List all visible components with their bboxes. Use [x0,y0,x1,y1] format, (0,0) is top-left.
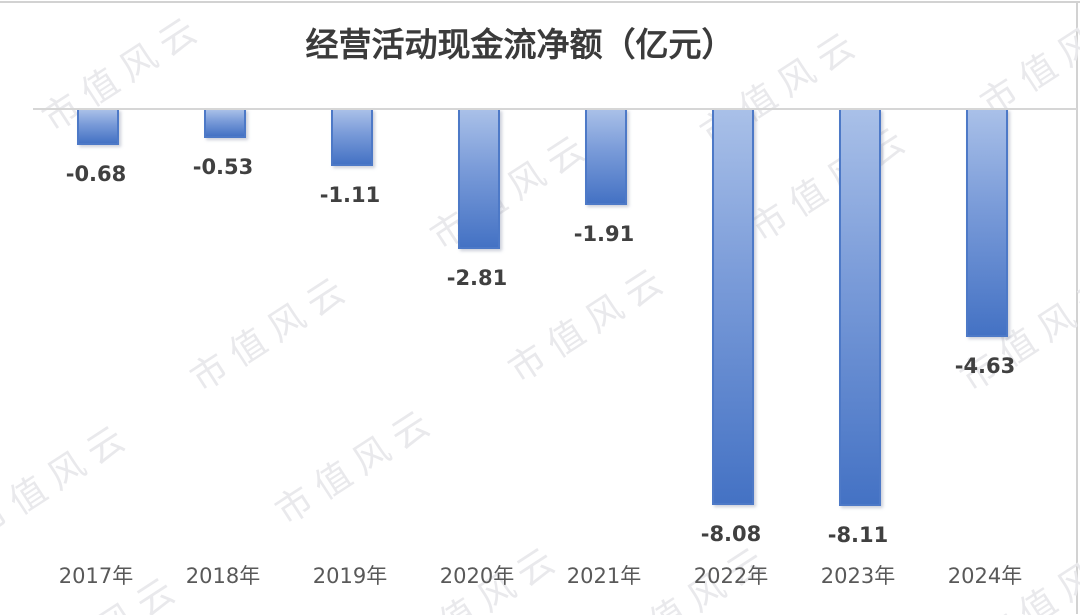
bar-2021 [585,109,627,205]
value-label-2017: -0.68 [65,162,127,186]
value-label-2018: -0.53 [192,155,254,179]
chart-title: 经营活动现金流净额（亿元） [305,25,735,64]
bar-2018 [204,109,246,138]
axis-label-2022: 2022年 [693,564,769,588]
axis-label-2019: 2019年 [312,564,388,588]
zero-baseline [33,108,1077,110]
bar-2023 [839,109,881,506]
top-border-line [0,1,1080,3]
value-label-2022: -8.08 [700,522,762,546]
bar-2022 [712,109,754,505]
axis-label-2020: 2020年 [439,564,515,588]
right-border-line [1076,1,1078,614]
bar-2017 [77,109,119,145]
value-label-2021: -1.91 [573,222,635,246]
axis-label-2018: 2018年 [185,564,261,588]
value-label-2023: -8.11 [827,523,889,547]
axis-label-2024: 2024年 [947,564,1023,588]
bar-2024 [966,109,1008,337]
value-label-2024: -4.63 [954,354,1016,378]
value-label-2019: -1.11 [319,183,381,207]
value-label-2020: -2.81 [446,266,508,290]
bar-2019 [331,109,373,166]
axis-label-2017: 2017年 [58,564,134,588]
axis-label-2021: 2021年 [566,564,642,588]
axis-label-2023: 2023年 [820,564,896,588]
bar-2020 [458,109,500,249]
